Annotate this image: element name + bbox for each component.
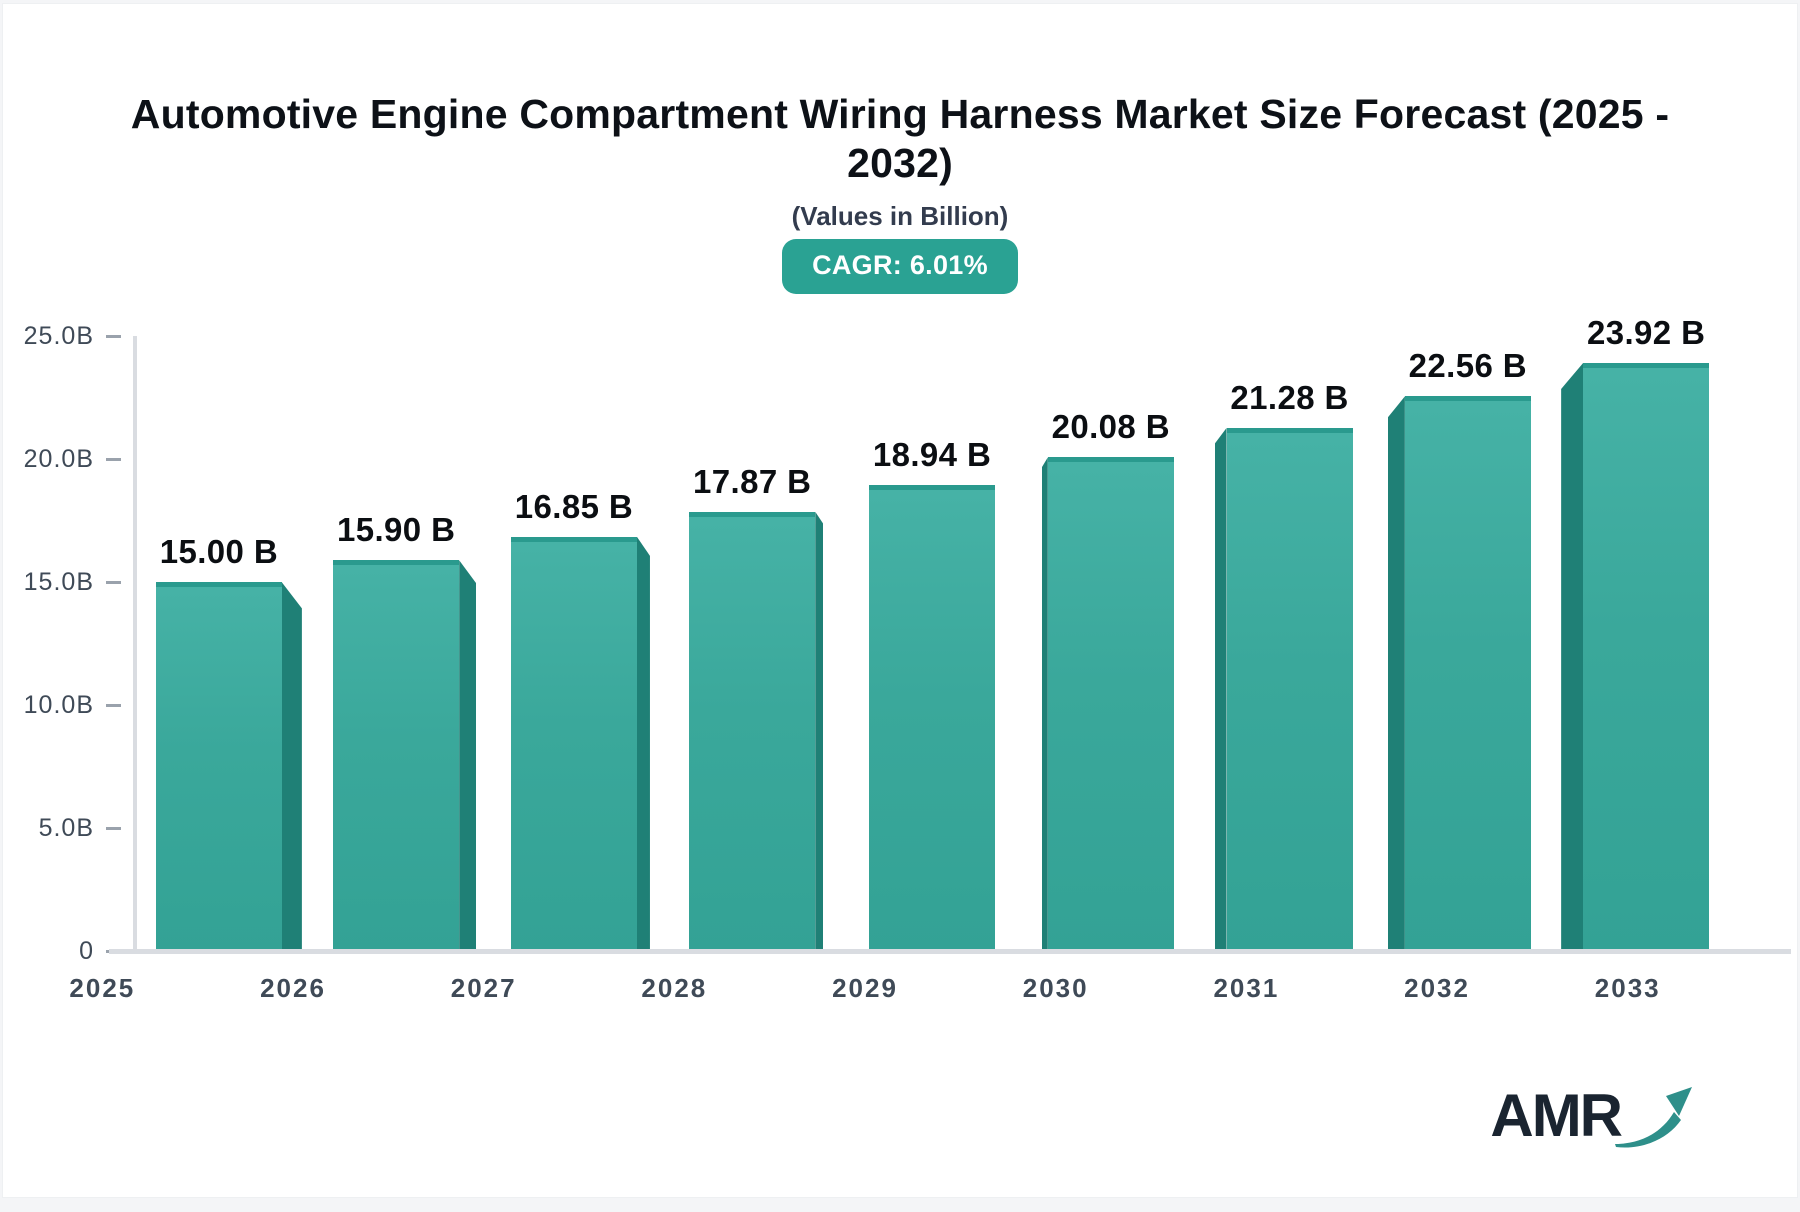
bar-2028: 17.87 B [689,463,824,952]
badge-row: CAGR: 6.01% [3,239,1797,295]
bar-value-label: 15.90 B [336,511,456,549]
bar-value-label: 21.28 B [1230,378,1349,416]
amr-logo-text: AMR [1490,1082,1623,1149]
bar-side-face [1041,457,1048,952]
x-axis-label-2029: 2029 [832,973,898,1004]
x-axis-labels: 2025 2026 2027 2028 2029 2030 2031 2032 2033 [3,973,1785,1004]
bar-slot: 21.28 B [1196,336,1372,952]
bar-chart: 0 5.0B 10.0B 15.0B 20.0B 25.0B 15.00 B 15.90 B… [3,314,1791,1036]
cagr-badge: CAGR: 6.01% [782,239,1018,295]
plot-area: 15.00 B 15.90 B 16.85 B 17.87 B 18.94 B 20.08… [109,314,1791,955]
chart-card: Automotive Engine Compartment Wiring Har… [2,3,1798,1198]
y-tick-label: 15.0B [23,567,94,596]
bar-face [1583,362,1710,952]
bar-2032: 22.56 B [1387,347,1531,952]
x-axis-label-2032: 2032 [1404,973,1470,1004]
y-tick-mark [106,826,121,830]
bar-2027: 16.85 B [510,488,650,952]
bar-2029: 18.94 B [869,436,996,952]
bar-slot: 15.00 B [141,336,317,952]
chart-title: Automotive Engine Compartment Wiring Har… [130,91,1670,187]
bar-value-label: 16.85 B [514,487,634,525]
y-tick: 5.0B [3,813,121,843]
bar-slot: 17.87 B [668,336,844,952]
x-axis-label-2026: 2026 [260,973,326,1004]
y-tick: 0 [3,936,121,966]
bar-slot: 22.56 B [1371,336,1547,952]
bar-face [155,582,282,952]
chart-subtitle: (Values in Billion) [791,201,1009,232]
y-tick: 20.0B [3,444,121,474]
bar-value-label: 17.87 B [693,462,812,500]
bar-2030: 20.08 B [1041,408,1174,952]
bar-slot: 16.85 B [493,336,669,952]
bar-2025: 15.00 B [155,533,302,952]
bar-2033: 23.92 B [1561,314,1710,952]
y-tick-label: 25.0B [23,321,94,350]
y-tick-label: 5.0B [38,813,94,842]
y-tick-mark [106,703,121,707]
bar-slot: 18.94 B [844,336,1020,952]
y-tick-label: 20.0B [23,444,94,473]
bar-side-face [815,511,824,952]
bar-side-face [1561,362,1584,952]
bar-face [333,560,460,952]
y-tick: 15.0B [3,567,121,597]
y-tick-mark [106,580,121,584]
bar-2031: 21.28 B [1214,379,1353,952]
bar-side-face [281,582,302,952]
y-tick: 10.0B [3,690,121,720]
x-axis-label-2025: 2025 [69,973,136,1004]
bar-slot: 23.92 B [1547,314,1723,952]
bar-2026: 15.90 B [333,511,477,952]
amr-logo: AMR [1490,1086,1693,1152]
bar-value-label: 22.56 B [1408,347,1528,385]
y-tick-mark [106,457,121,461]
bar-face [1404,396,1531,952]
x-axis-label-2030: 2030 [1022,973,1089,1004]
bar-face [1047,457,1174,952]
x-axis-label-2027: 2027 [450,973,517,1004]
bar-value-label: 23.92 B [1586,313,1706,351]
bar-value-label: 20.08 B [1051,408,1170,446]
growth-arrow-icon [1615,1087,1692,1148]
bar-face [869,485,996,952]
y-tick-mark [106,334,121,338]
x-axis-label-2028: 2028 [641,973,708,1004]
bars-container: 15.00 B 15.90 B 16.85 B 17.87 B 18.94 B 20.08… [137,314,1785,952]
bar-slot: 20.08 B [1020,336,1196,952]
bar-face [689,511,816,952]
bar-face [510,536,637,952]
bar-side-face [459,560,477,952]
bar-face [1226,427,1353,952]
bar-side-face [636,536,650,952]
y-tick: 25.0B [3,321,121,351]
y-tick-label: 0 [79,936,94,965]
bar-value-label: 18.94 B [872,436,992,474]
x-axis-label-2031: 2031 [1213,973,1280,1004]
bar-value-label: 15.00 B [159,533,279,571]
bar-side-face [1214,427,1227,952]
bar-slot: 15.90 B [317,336,493,952]
y-tick-label: 10.0B [23,690,94,719]
bar-side-face [1387,396,1405,952]
x-axis-label-2033: 2033 [1594,973,1661,1004]
